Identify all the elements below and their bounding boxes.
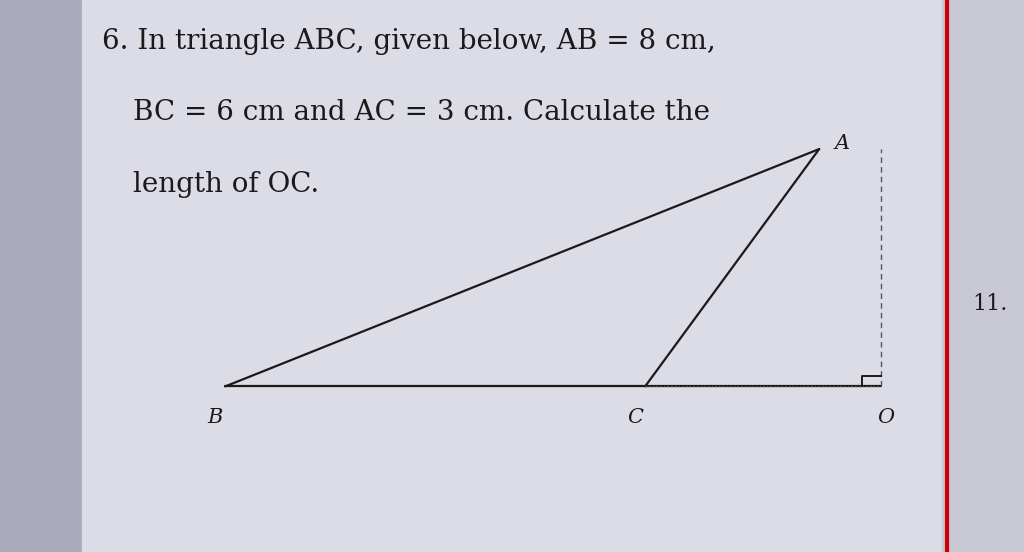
Bar <box>0 0 82 552</box>
Text: 11.: 11. <box>973 293 1009 315</box>
Text: B: B <box>207 408 223 427</box>
Bar <box>942 0 1024 552</box>
Text: A: A <box>835 134 850 153</box>
Text: O: O <box>878 408 894 427</box>
Text: length of OC.: length of OC. <box>133 171 319 198</box>
Bar <box>82 0 942 552</box>
Text: C: C <box>627 408 643 427</box>
Text: BC = 6 cm and AC = 3 cm. Calculate the: BC = 6 cm and AC = 3 cm. Calculate the <box>133 99 710 126</box>
Text: 6. In triangle ABC, given below, AB = 8 cm,: 6. In triangle ABC, given below, AB = 8 … <box>102 28 716 55</box>
